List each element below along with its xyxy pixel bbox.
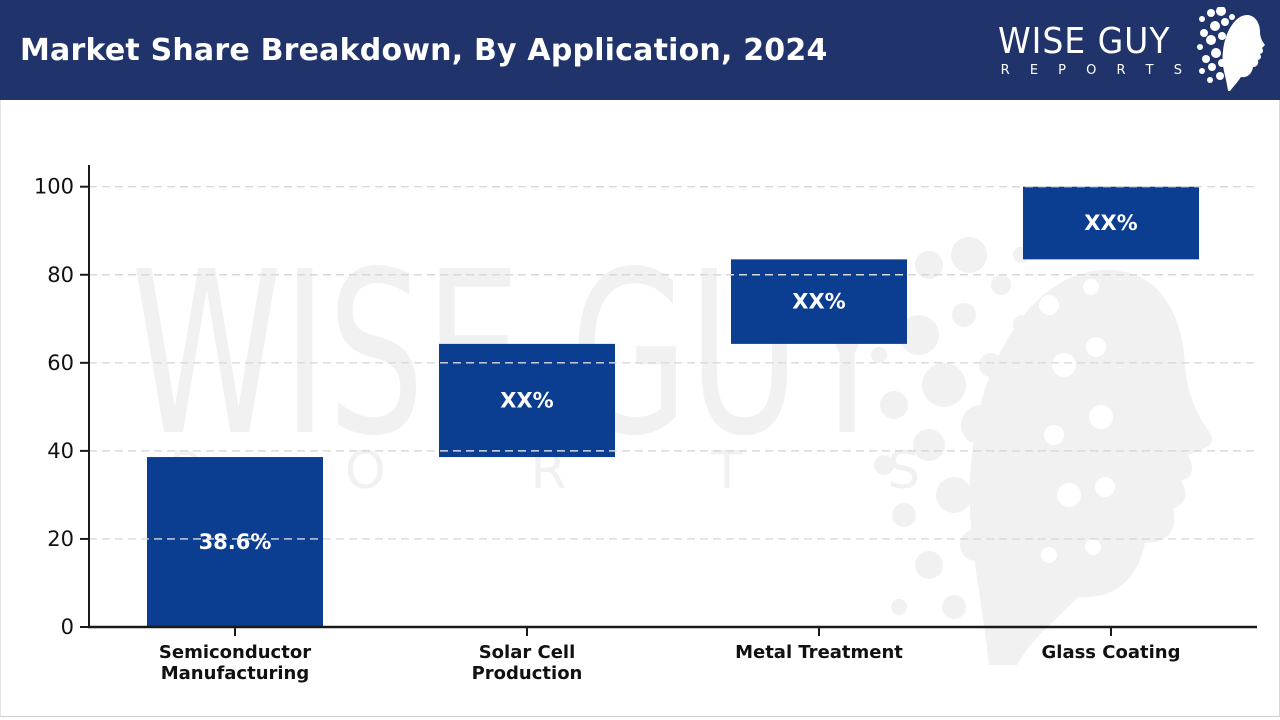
bar-value-label: XX% [1084,211,1137,235]
brand-subtitle: R E P O R T S [1000,62,1190,78]
bar-value-label: XX% [792,290,845,314]
page-title: Market Share Breakdown, By Application, … [20,32,828,68]
brand-head-icon [1197,7,1265,91]
y-tick-label: 0 [61,615,74,639]
brand-logo: WISE GUY R E P O R T S [998,7,1266,93]
x-category-label: Solar Cell Production [472,642,583,684]
brand-name: WISE GUY [997,20,1171,62]
header-bar: Market Share Breakdown, By Application, … [0,0,1280,100]
y-tick-label: 20 [47,527,74,551]
y-tick-label: 40 [47,439,74,463]
y-tick-label: 60 [47,351,74,375]
x-category-label: Metal Treatment [735,642,903,663]
chart-area: WISE GUY P O R T S 38.6% XX% X [0,100,1280,717]
bar-segment [147,457,323,627]
bar-chart: 38.6% XX% XX% XX% 0 20 40 60 80 100 Semiconductor M… [34,165,1257,684]
bar-segment [1023,186,1199,260]
brand-logo-text: WISE GUY R E P O R T S [997,20,1190,78]
x-category-label: Semiconductor Manufacturing [159,642,311,684]
bar-value-label: XX% [500,388,553,412]
y-tick-label: 80 [47,263,74,287]
y-tick-label: 100 [34,175,74,199]
x-category-label: Glass Coating [1042,642,1181,663]
bar-value-label: 38.6% [199,530,272,554]
bar-segment [731,259,907,344]
watermark-head-icon [871,237,1213,665]
